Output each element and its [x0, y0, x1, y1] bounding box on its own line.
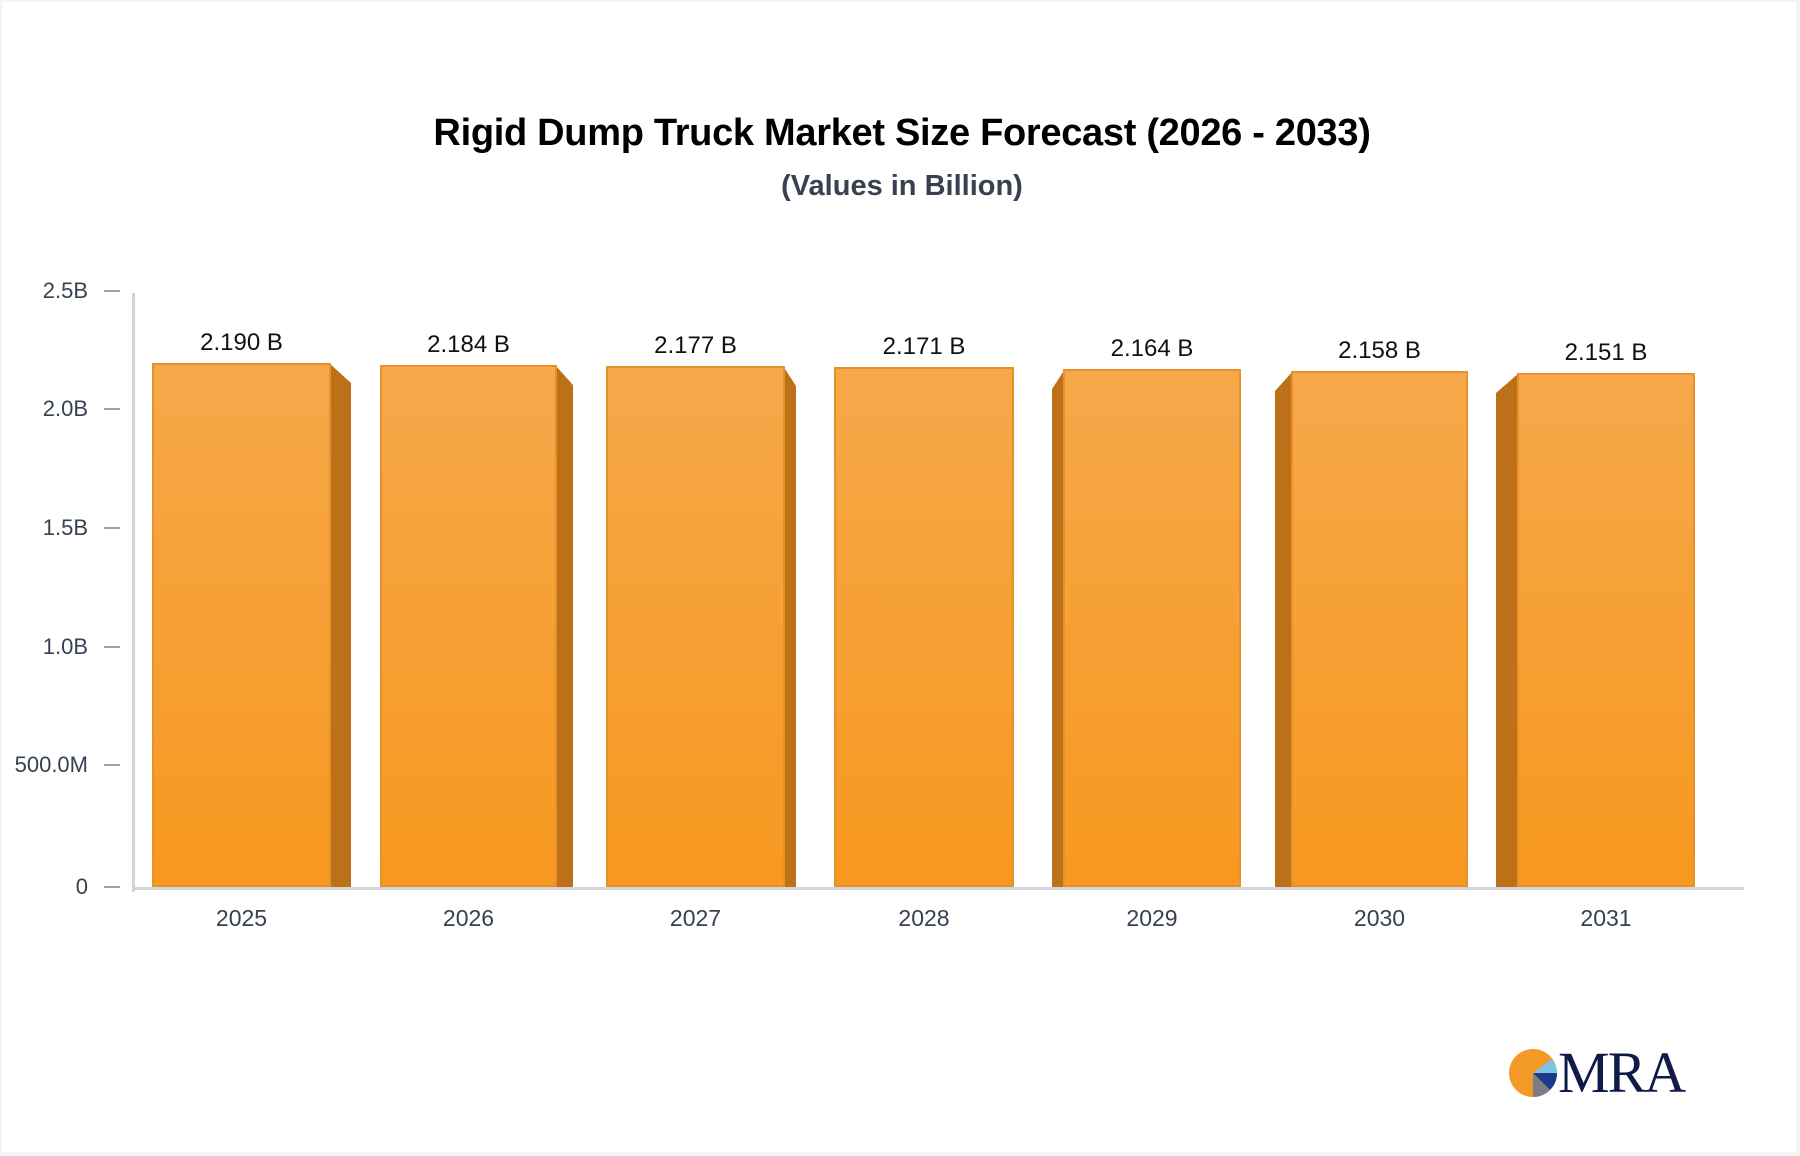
y-tick-label: 2.0B — [42, 396, 88, 421]
y-tick-label: 0 — [75, 874, 88, 899]
x-tick-label: 2025 — [215, 905, 268, 931]
bar-value-label: 2.158 B — [1338, 337, 1421, 364]
y-tick-label: 1.0B — [42, 634, 88, 659]
bar-side-face — [1275, 371, 1293, 887]
bar-side-face — [783, 366, 796, 887]
bar-side-face — [1496, 373, 1519, 887]
bar-value-label: 2.184 B — [427, 331, 510, 358]
bar-front-face — [152, 363, 331, 887]
bar-side-face — [555, 365, 573, 887]
x-tick-label: 2029 — [1126, 905, 1178, 931]
y-tick-label: 500.0M — [14, 752, 88, 777]
pie-chart-logo-icon — [1509, 1049, 1558, 1098]
bar-value-label: 2.164 B — [1110, 335, 1194, 362]
x-tick-label: 2030 — [1353, 905, 1406, 931]
logo-text: MRA — [1558, 1040, 1686, 1105]
bar-front-face — [606, 366, 785, 887]
bar-value-label: 2.171 B — [882, 333, 966, 360]
bar-value-label: 2.151 B — [1564, 339, 1648, 366]
y-tick-mark — [104, 408, 120, 410]
chart-title: Rigid Dump Truck Market Size Forecast (2… — [433, 112, 1371, 154]
bar-front-face — [1517, 373, 1695, 887]
bar-front-face — [834, 367, 1014, 887]
x-axis-line — [132, 887, 1744, 890]
y-tick-label: 1.5B — [42, 515, 88, 540]
bar-front-face — [380, 365, 557, 887]
y-tick-mark — [104, 886, 120, 888]
y-tick-label: 2.5B — [42, 278, 88, 303]
bar-side-face — [329, 363, 351, 887]
x-tick-label: 2028 — [898, 905, 950, 931]
bar-value-label: 2.190 B — [200, 329, 283, 356]
x-tick-label: 2027 — [669, 905, 722, 931]
y-axis-line — [132, 293, 135, 892]
chart-subtitle: (Values in Billion) — [781, 170, 1023, 202]
y-tick-mark — [104, 764, 120, 766]
y-tick-mark — [104, 290, 120, 292]
bar-front-face — [1291, 371, 1468, 887]
bar-side-face — [1052, 369, 1065, 887]
x-tick-label: 2026 — [442, 905, 495, 931]
bar-front-face — [1063, 369, 1241, 887]
x-tick-label: 2031 — [1580, 905, 1632, 931]
mra-logo: MRA — [1508, 1040, 1698, 1105]
y-tick-mark — [104, 527, 120, 529]
y-tick-mark — [104, 646, 120, 648]
bar-value-label: 2.177 B — [654, 332, 737, 359]
